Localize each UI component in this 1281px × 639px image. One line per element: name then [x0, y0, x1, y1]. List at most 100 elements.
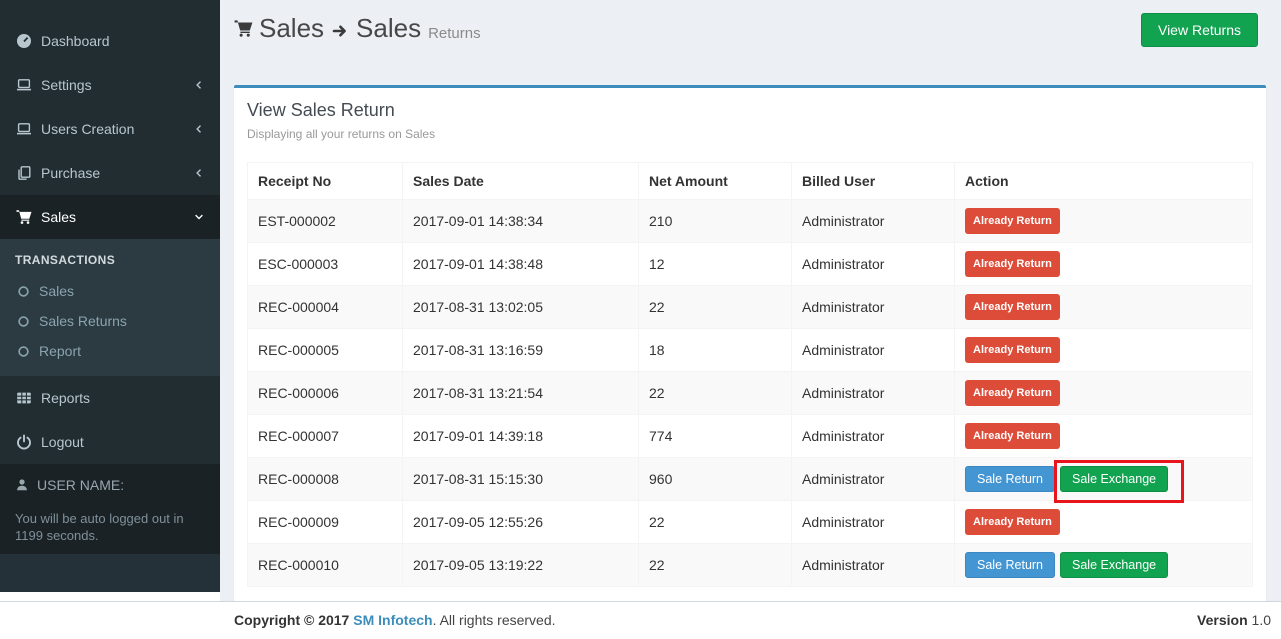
table-row: REC-000008 2017-08-31 15:15:30 960 Administ… [247, 457, 1253, 503]
shopping-cart-icon [15, 209, 32, 226]
sales-date-cell: 2017-08-31 13:21:54 [402, 371, 639, 415]
app-layout: Dashboard Settings Users Creation [0, 0, 1281, 602]
receipt-no-cell: REC-000004 [247, 285, 403, 329]
sales-date-cell: 2017-08-31 13:16:59 [402, 328, 639, 372]
copyright-prefix: Copyright © 2017 [234, 612, 350, 628]
receipt-no-cell: EST-000002 [247, 199, 403, 243]
circle-icon [17, 285, 30, 298]
page-title-sub: Returns [428, 24, 481, 42]
table-row: REC-000007 2017-09-01 14:39:18 774 Administ… [247, 414, 1253, 458]
sidebar-menu: Dashboard Settings Users Creation [0, 0, 220, 464]
sidebar: Dashboard Settings Users Creation [0, 0, 220, 592]
sales-table-body: EST-000002 2017-09-01 14:38:34 210 Administ… [247, 199, 1253, 587]
table-row: REC-000004 2017-08-31 13:02:05 22 Administr… [247, 285, 1253, 329]
footer: Copyright © 2017 SM Infotech. All rights… [0, 601, 1281, 639]
column-header-net-amount: Net Amount [638, 162, 792, 200]
company-link[interactable]: SM Infotech [353, 612, 433, 628]
table-row: REC-000005 2017-08-31 13:16:59 18 Administr… [247, 328, 1253, 372]
action-cell: Already Return [954, 500, 1253, 544]
sale-return-button[interactable]: Sale Return [965, 466, 1056, 492]
already-return-badge: Already Return [965, 380, 1060, 406]
billed-user-cell: Administrator [791, 242, 955, 286]
action-cell: Already Return [954, 414, 1253, 458]
billed-user-cell: Administrator [791, 414, 955, 458]
already-return-badge: Already Return [965, 251, 1060, 277]
laptop-icon [15, 121, 32, 138]
sales-date-cell: 2017-09-05 13:19:22 [402, 543, 639, 587]
sidebar-item-dashboard[interactable]: Dashboard [0, 19, 220, 63]
net-amount-cell: 22 [638, 371, 792, 415]
sidebar-item-label: Logout [41, 434, 84, 450]
sidebar-item-logout[interactable]: Logout [0, 420, 220, 464]
sales-returns-table: Receipt No Sales Date Net Amount Billed … [247, 162, 1253, 587]
submenu-item-label: Sales Returns [39, 313, 127, 329]
sidebar-item-label: Reports [41, 390, 91, 406]
action-cell: Already Return [954, 242, 1253, 286]
table-header-row: Receipt No Sales Date Net Amount Billed … [247, 162, 1253, 200]
column-header-sales-date: Sales Date [402, 162, 639, 200]
sales-date-cell: 2017-09-01 14:38:34 [402, 199, 639, 243]
submenu-item-sales[interactable]: Sales [0, 276, 220, 306]
action-cell: Already Return [954, 199, 1253, 243]
sidebar-item-label: Dashboard [41, 33, 110, 49]
version-label: Version [1197, 612, 1248, 628]
sidebar-item-users-creation[interactable]: Users Creation [0, 107, 220, 151]
chevron-down-icon [193, 211, 205, 223]
power-icon [15, 434, 32, 451]
sidebar-item-sales[interactable]: Sales [0, 195, 220, 239]
table-icon [15, 390, 32, 407]
sidebar-item-settings[interactable]: Settings [0, 63, 220, 107]
billed-user-cell: Administrator [791, 543, 955, 587]
billed-user-cell: Administrator [791, 285, 955, 329]
net-amount-cell: 22 [638, 285, 792, 329]
chevron-left-icon [193, 123, 205, 135]
billed-user-cell: Administrator [791, 371, 955, 415]
sales-date-cell: 2017-08-31 15:15:30 [402, 457, 639, 501]
sales-date-cell: 2017-09-01 14:38:48 [402, 242, 639, 286]
receipt-no-cell: REC-000007 [247, 414, 403, 458]
laptop-icon [15, 77, 32, 94]
panel-title: View Sales Return [247, 100, 395, 120]
main-content: Sales Sales Returns View Returns View Sa… [220, 0, 1281, 602]
action-cell: Already Return [954, 328, 1253, 372]
sidebar-item-reports[interactable]: Reports [0, 376, 220, 420]
net-amount-cell: 18 [638, 328, 792, 372]
net-amount-cell: 960 [638, 457, 792, 501]
page-title-main: Sales [356, 13, 422, 43]
billed-user-cell: Administrator [791, 457, 955, 501]
sale-exchange-button[interactable]: Sale Exchange [1060, 466, 1169, 492]
net-amount-cell: 22 [638, 543, 792, 587]
circle-icon [17, 315, 30, 328]
billed-user-cell: Administrator [791, 500, 955, 544]
copyright-text: Copyright © 2017 SM Infotech. All rights… [234, 612, 556, 628]
copy-icon [15, 165, 32, 182]
sales-return-panel: View Sales Return Displaying all your re… [234, 85, 1266, 602]
receipt-no-cell: REC-000006 [247, 371, 403, 415]
action-cell: Sale Return Sale Exchange [954, 543, 1253, 587]
chevron-left-icon [193, 167, 205, 179]
dashboard-icon [15, 33, 32, 50]
receipt-no-cell: ESC-000003 [247, 242, 403, 286]
user-icon [15, 478, 30, 493]
sale-return-button[interactable]: Sale Return [965, 552, 1056, 578]
action-cell: Already Return [954, 371, 1253, 415]
arrow-right-icon [332, 24, 348, 38]
already-return-badge: Already Return [965, 208, 1060, 234]
shopping-cart-icon [234, 19, 253, 38]
already-return-badge: Already Return [965, 294, 1060, 320]
submenu-item-sales-returns[interactable]: Sales Returns [0, 306, 220, 336]
page-title: Sales Sales Returns [234, 13, 481, 44]
receipt-no-cell: REC-000010 [247, 543, 403, 587]
receipt-no-cell: REC-000005 [247, 328, 403, 372]
view-returns-button[interactable]: View Returns [1140, 13, 1258, 47]
user-name-label: USER NAME: [37, 477, 125, 493]
net-amount-cell: 774 [638, 414, 792, 458]
sidebar-item-purchase[interactable]: Purchase [0, 151, 220, 195]
already-return-badge: Already Return [965, 423, 1060, 449]
submenu-item-report[interactable]: Report [0, 336, 220, 366]
net-amount-cell: 210 [638, 199, 792, 243]
content-header: Sales Sales Returns View Returns [220, 0, 1281, 47]
copyright-suffix: . All rights reserved. [432, 612, 556, 628]
sale-exchange-button[interactable]: Sale Exchange [1060, 552, 1169, 578]
table-row: ESC-000003 2017-09-01 14:38:48 12 Administr… [247, 242, 1253, 286]
